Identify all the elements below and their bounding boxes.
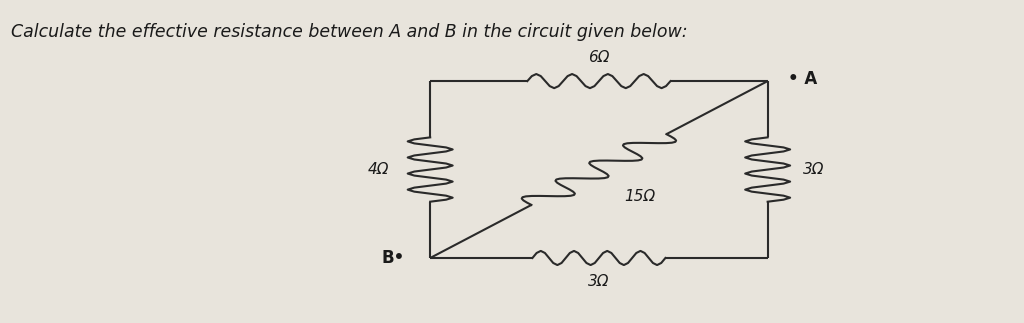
Text: B•: B• bbox=[381, 249, 404, 267]
Text: Calculate the effective resistance between A and B in the circuit given below:: Calculate the effective resistance betwe… bbox=[11, 23, 687, 41]
Text: • A: • A bbox=[788, 70, 817, 89]
Text: 15Ω: 15Ω bbox=[625, 189, 655, 204]
Text: 4Ω: 4Ω bbox=[368, 162, 389, 177]
Text: 6Ω: 6Ω bbox=[588, 50, 609, 65]
Text: 3Ω: 3Ω bbox=[804, 162, 824, 177]
Text: 3Ω: 3Ω bbox=[588, 274, 609, 289]
